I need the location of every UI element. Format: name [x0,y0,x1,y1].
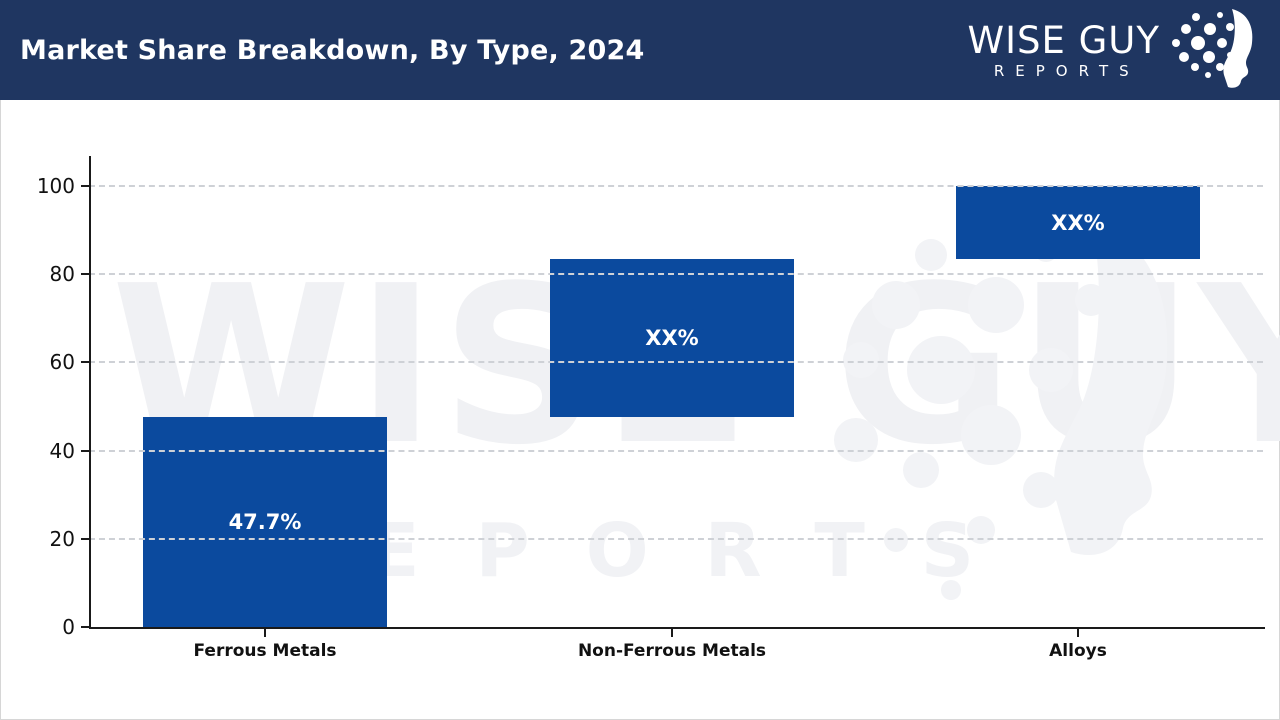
brand-logo-line2: REPORTS [993,61,1140,80]
x-category-label-2: Non-Ferrous Metals [577,641,767,661]
gridline-20 [89,537,1263,540]
bar-value-label: XX% [1051,210,1105,235]
x-tick-mark-1 [264,629,266,637]
y-tick-mark-60 [81,361,89,364]
brand-logo-text: WISE GUY REPORTS [968,22,1160,79]
y-tick-label-60: 60 [49,350,75,375]
y-tick-label-100: 100 [36,174,75,198]
x-tick-mark-2 [671,629,673,637]
bar-non-ferrous-metals: XX% [550,259,794,417]
gridline-60 [89,361,1263,364]
brand-logo: WISE GUY REPORTS [968,5,1254,95]
plot-area: 0 20 40 60 80 100 47.7% Ferrous Metals XX% Non-Fe… [1,100,1279,718]
bar-value-label: 47.7% [228,509,302,534]
y-axis-line [89,156,91,629]
gridline-80 [89,273,1263,276]
gridline-100 [89,185,1263,187]
chart-card: WISE GUY REPORTS 02040608010047.7%Ferrou… [0,100,1280,720]
x-tick-mark-3 [1077,629,1079,637]
brand-face-icon [1162,5,1254,95]
y-tick-mark-100 [81,185,89,187]
bar-value-label: XX% [645,325,699,350]
header-bar: Market Share Breakdown, By Type, 2024 WI… [0,0,1280,100]
y-tick-mark-40 [81,449,89,452]
bar-alloys: XX% [956,186,1200,260]
bar-ferrous-metals: 47.7% [143,416,387,627]
x-category-label-3: Alloys [1049,641,1107,661]
y-tick-label-40: 40 [49,438,75,463]
brand-logo-line1: WISE GUY [967,18,1160,62]
y-tick-mark-80 [81,273,89,276]
x-category-label-1: Ferrous Metals [193,641,337,661]
y-tick-label-20: 20 [49,526,75,551]
y-tick-mark-20 [81,537,89,540]
y-tick-label-0: 0 [62,615,75,639]
y-tick-label-80: 80 [49,262,75,287]
page-title: Market Share Breakdown, By Type, 2024 [20,34,645,66]
y-tick-mark-0 [81,626,89,628]
gridline-40 [89,449,1263,452]
x-axis-line [89,627,1265,629]
